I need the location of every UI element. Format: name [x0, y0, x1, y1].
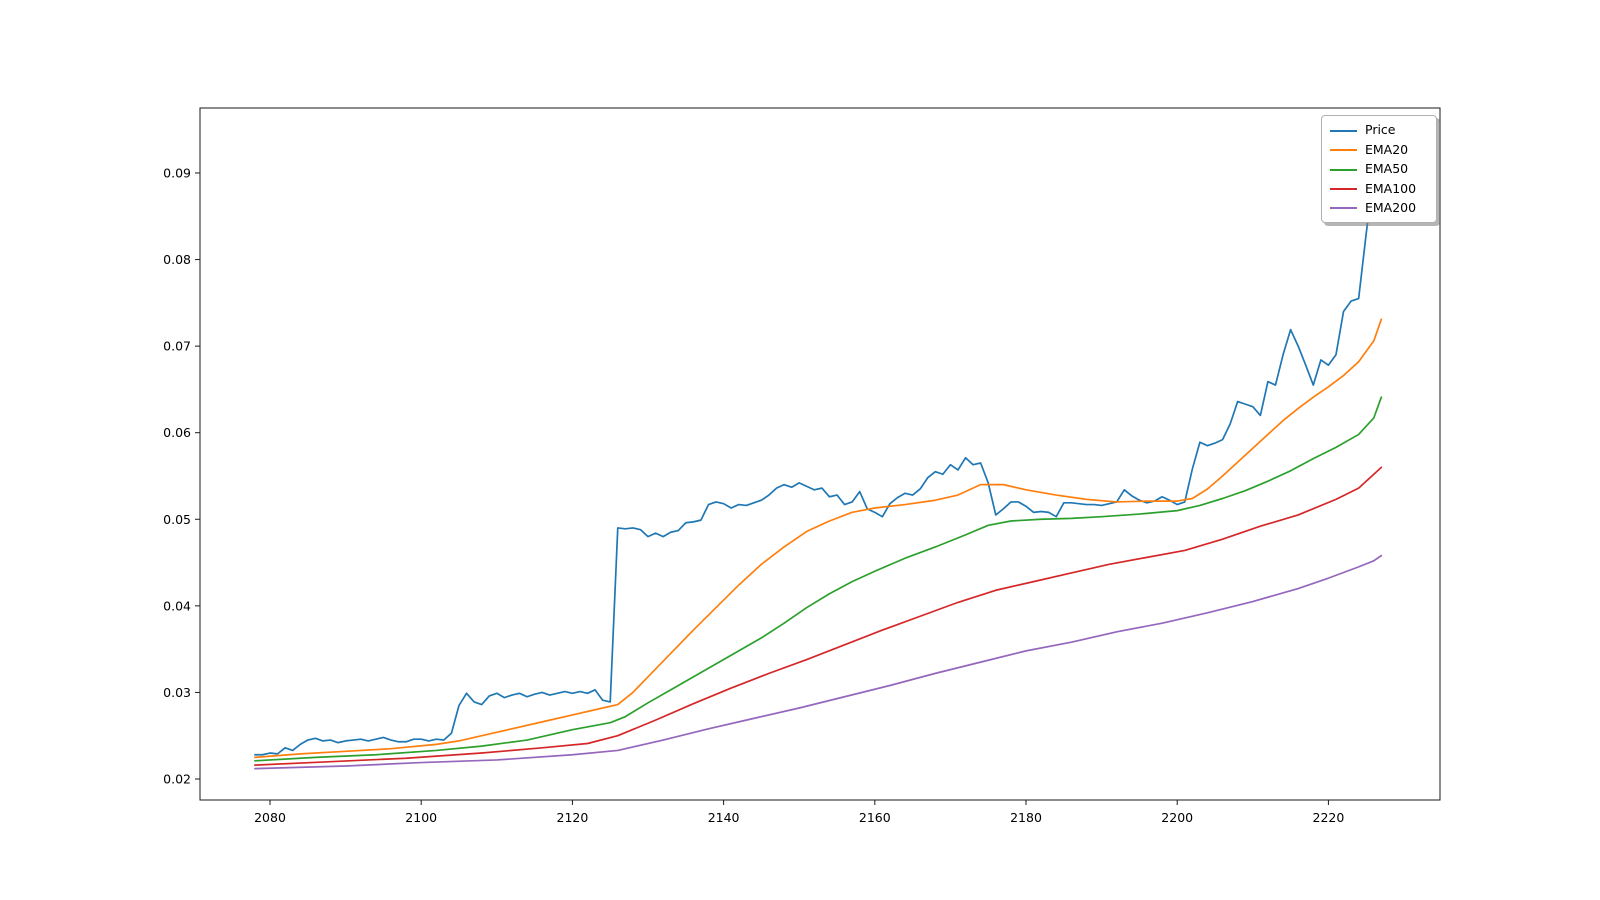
x-tick-label: 2140 — [708, 810, 740, 825]
legend-label: Price — [1365, 122, 1396, 138]
y-tick-label: 0.02 — [163, 771, 191, 786]
legend-label: EMA200 — [1365, 200, 1417, 216]
legend-label: EMA20 — [1365, 141, 1409, 157]
x-tick-label: 2160 — [859, 810, 891, 825]
legend: Price EMA20 EMA50 EMA100 EMA200 — [1321, 115, 1437, 223]
x-tick-label: 2180 — [1010, 810, 1042, 825]
legend-item-ema200: EMA200 — [1330, 199, 1428, 218]
series-ema50 — [254, 396, 1383, 762]
series-ema100 — [254, 466, 1383, 766]
y-tick-label: 0.04 — [163, 598, 191, 613]
legend-item-price: Price — [1330, 121, 1428, 140]
series-ema20 — [254, 318, 1383, 759]
x-tick-label: 2080 — [254, 810, 286, 825]
series-price — [254, 141, 1383, 756]
legend-line-sample — [1330, 187, 1357, 190]
legend-line-sample — [1330, 129, 1357, 132]
y-tick-label: 0.09 — [163, 165, 191, 180]
legend-line-sample — [1330, 149, 1357, 152]
x-tick-label: 2220 — [1313, 810, 1345, 825]
series-ema200 — [254, 554, 1383, 770]
x-tick-label: 2120 — [557, 810, 589, 825]
y-tick-label: 0.08 — [163, 252, 191, 267]
x-tick-label: 2100 — [405, 810, 437, 825]
y-tick-label: 0.03 — [163, 685, 191, 700]
x-tick-label: 2200 — [1161, 810, 1193, 825]
y-tick-label: 0.05 — [163, 512, 191, 527]
legend-item-ema50: EMA50 — [1330, 160, 1428, 179]
legend-line-sample — [1330, 168, 1357, 171]
y-tick-label: 0.07 — [163, 339, 191, 354]
legend-label: EMA50 — [1365, 161, 1409, 177]
legend-line-sample — [1330, 207, 1357, 210]
legend-item-ema100: EMA100 — [1330, 179, 1428, 198]
legend-item-ema20: EMA20 — [1330, 140, 1428, 159]
axes-frame — [199, 107, 1441, 801]
y-tick-label: 0.06 — [163, 425, 191, 440]
legend-label: EMA100 — [1365, 180, 1417, 196]
